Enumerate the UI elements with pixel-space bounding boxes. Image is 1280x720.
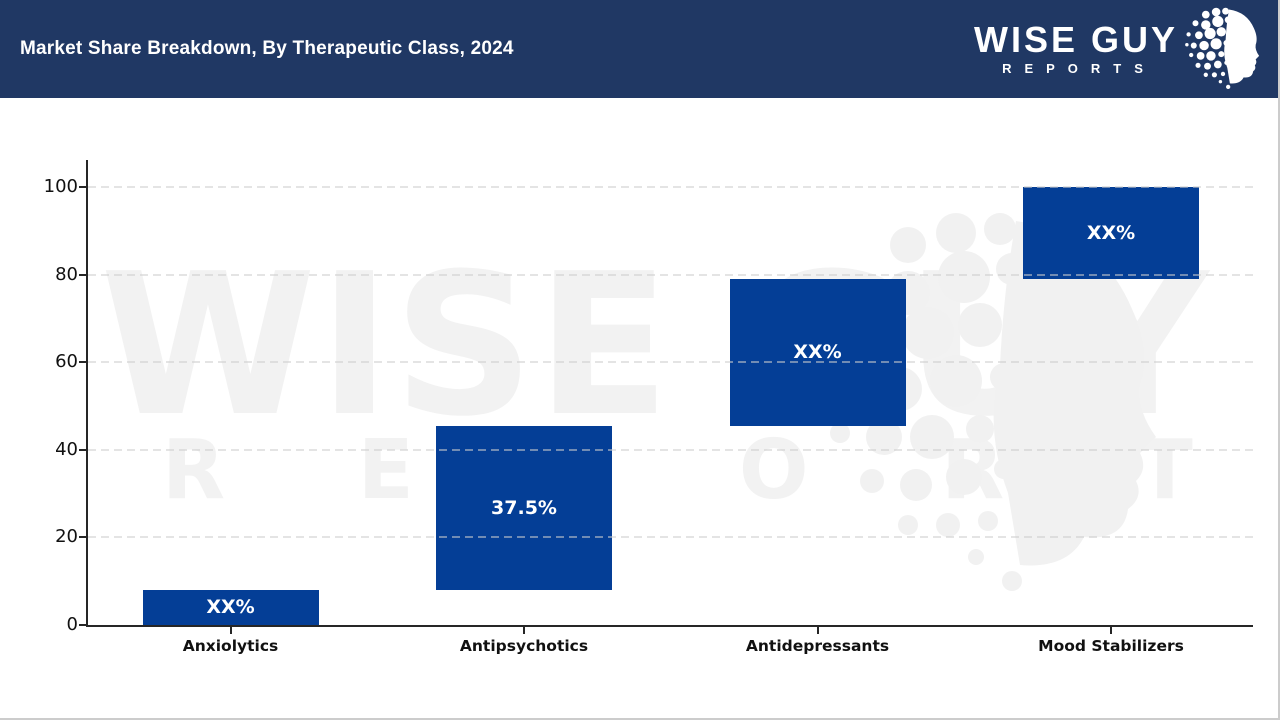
- y-tick-80: [79, 273, 87, 276]
- x-category-label: Antipsychotics: [459, 637, 589, 655]
- bar-mood-stabilizers: XX%: [1023, 187, 1199, 279]
- x-axis-spine: [86, 625, 1253, 627]
- y-tick-20: [79, 536, 87, 539]
- bar-value-label: 37.5%: [491, 496, 557, 519]
- logo-subtitle: REPORTS: [1002, 61, 1156, 76]
- y-axis-spine: [86, 160, 88, 627]
- wiseguy-head-icon: [1185, 7, 1260, 89]
- y-tick-label-60: 60: [55, 351, 78, 373]
- y-tick-label-80: 80: [55, 263, 78, 285]
- bar-value-label: XX%: [1086, 221, 1136, 244]
- x-tick-3: [1110, 626, 1112, 634]
- x-category-label: Antidepressants: [745, 637, 890, 655]
- bar-antipsychotics: 37.5%: [436, 425, 612, 590]
- bar-value-label: XX%: [206, 596, 255, 619]
- logo-wordmark: WISE GUY: [973, 19, 1178, 60]
- bar-antidepressants: XX%: [729, 278, 906, 426]
- y-tick-60: [79, 361, 87, 364]
- y-tick-label-20: 20: [55, 526, 78, 548]
- y-tick-label-0: 0: [66, 614, 78, 635]
- page-title: Market Share Breakdown, By Therapeutic C…: [20, 38, 514, 59]
- header-bar: Market Share Breakdown, By Therapeutic C…: [0, 0, 1278, 98]
- gridline-y-80: [88, 273, 1253, 276]
- bar-value-label: XX%: [793, 341, 842, 364]
- gridline-y-20: [88, 536, 1253, 539]
- y-tick-label-100: 100: [43, 176, 78, 197]
- wiseguy-logo: WISE GUY REPORTS: [974, 6, 1266, 92]
- x-tick-0: [229, 626, 232, 634]
- y-tick-0: [79, 624, 87, 626]
- x-category-label: Anxiolytics: [182, 637, 279, 655]
- gridline-y-100: [88, 186, 1253, 188]
- bar-anxiolytics: XX%: [142, 589, 319, 625]
- x-tick-1: [523, 626, 525, 634]
- y-tick-label-40: 40: [55, 438, 78, 460]
- logo-text: WISE GUY REPORTS: [973, 19, 1178, 77]
- y-tick-40: [79, 448, 87, 451]
- x-tick-2: [816, 626, 819, 634]
- gridline-y-60: [88, 361, 1253, 364]
- y-tick-100: [79, 186, 87, 188]
- gridline-y-40: [88, 448, 1253, 451]
- x-category-label: Mood Stabilizers: [1038, 637, 1184, 655]
